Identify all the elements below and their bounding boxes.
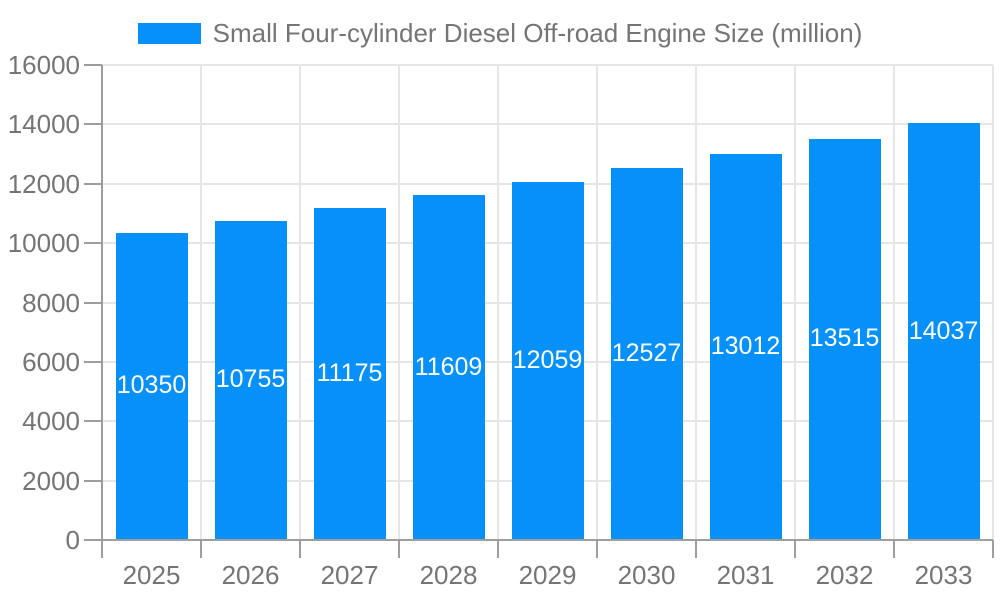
x-tick-mark	[992, 540, 994, 558]
y-tick-label: 6000	[22, 346, 80, 377]
legend-series-label: Small Four-cylinder Diesel Off-road Engi…	[212, 18, 863, 48]
v-gridline	[200, 65, 202, 540]
y-tick-label: 14000	[7, 109, 80, 140]
y-tick-mark	[84, 64, 102, 66]
v-gridline	[398, 65, 400, 540]
y-axis-line	[101, 65, 103, 540]
y-tick-mark	[84, 420, 102, 423]
bar	[511, 181, 584, 540]
h-gridline	[102, 123, 993, 126]
x-tick-label: 2027	[320, 560, 379, 590]
v-gridline	[992, 65, 994, 540]
v-gridline	[497, 65, 499, 540]
y-tick-label: 10000	[7, 228, 80, 259]
bar	[808, 138, 881, 540]
y-tick-mark	[84, 123, 102, 126]
y-tick-mark	[84, 479, 102, 482]
y-tick-mark	[84, 360, 102, 363]
x-tick-mark	[497, 540, 499, 558]
x-tick-label: 2028	[419, 560, 478, 590]
bar	[313, 208, 386, 540]
bar	[907, 123, 980, 540]
x-tick-mark	[695, 540, 697, 558]
y-tick-mark	[84, 242, 102, 245]
v-gridline	[299, 65, 301, 540]
x-tick-mark	[893, 540, 895, 558]
bar	[115, 232, 188, 540]
x-tick-mark	[398, 540, 400, 558]
legend: Small Four-cylinder Diesel Off-road Engi…	[0, 18, 1000, 49]
legend-swatch	[137, 23, 201, 44]
y-tick-label: 16000	[7, 50, 80, 80]
x-tick-label: 2032	[815, 560, 874, 590]
v-gridline	[893, 65, 895, 540]
bar-value-label: 11175	[316, 359, 383, 388]
bar-value-label: 11609	[414, 352, 483, 381]
bar-value-label: 13515	[809, 324, 880, 353]
bar-value-label: 10350	[116, 371, 187, 400]
x-tick-label: 2025	[122, 560, 181, 590]
bar-value-label: 10755	[215, 365, 286, 394]
x-tick-mark	[200, 540, 202, 558]
y-tick-label: 8000	[22, 287, 80, 318]
x-tick-mark	[101, 540, 103, 558]
bar-value-label: 14037	[908, 316, 979, 345]
bar	[412, 195, 485, 540]
h-gridline	[102, 64, 993, 66]
bar	[610, 168, 683, 540]
x-tick-label: 2033	[914, 560, 973, 590]
x-axis-line	[84, 539, 993, 541]
x-tick-label: 2031	[716, 560, 775, 590]
bar-value-label: 12059	[512, 345, 583, 374]
x-tick-mark	[794, 540, 796, 558]
bar-value-label: 12527	[611, 339, 682, 368]
bar	[214, 220, 287, 540]
y-tick-label: 0	[65, 525, 80, 555]
y-tick-label: 4000	[22, 406, 80, 437]
x-tick-mark	[596, 540, 598, 558]
v-gridline	[695, 65, 697, 540]
v-gridline	[794, 65, 796, 540]
bar-value-label: 13012	[710, 331, 781, 360]
y-tick-label: 12000	[7, 168, 80, 199]
x-tick-mark	[299, 540, 301, 558]
x-tick-label: 2030	[617, 560, 676, 590]
x-tick-label: 2029	[518, 560, 577, 590]
x-tick-label: 2026	[221, 560, 280, 590]
v-gridline	[596, 65, 598, 540]
y-tick-mark	[84, 301, 102, 304]
y-tick-mark	[84, 182, 102, 185]
bar	[709, 153, 782, 540]
y-tick-label: 2000	[22, 465, 80, 496]
